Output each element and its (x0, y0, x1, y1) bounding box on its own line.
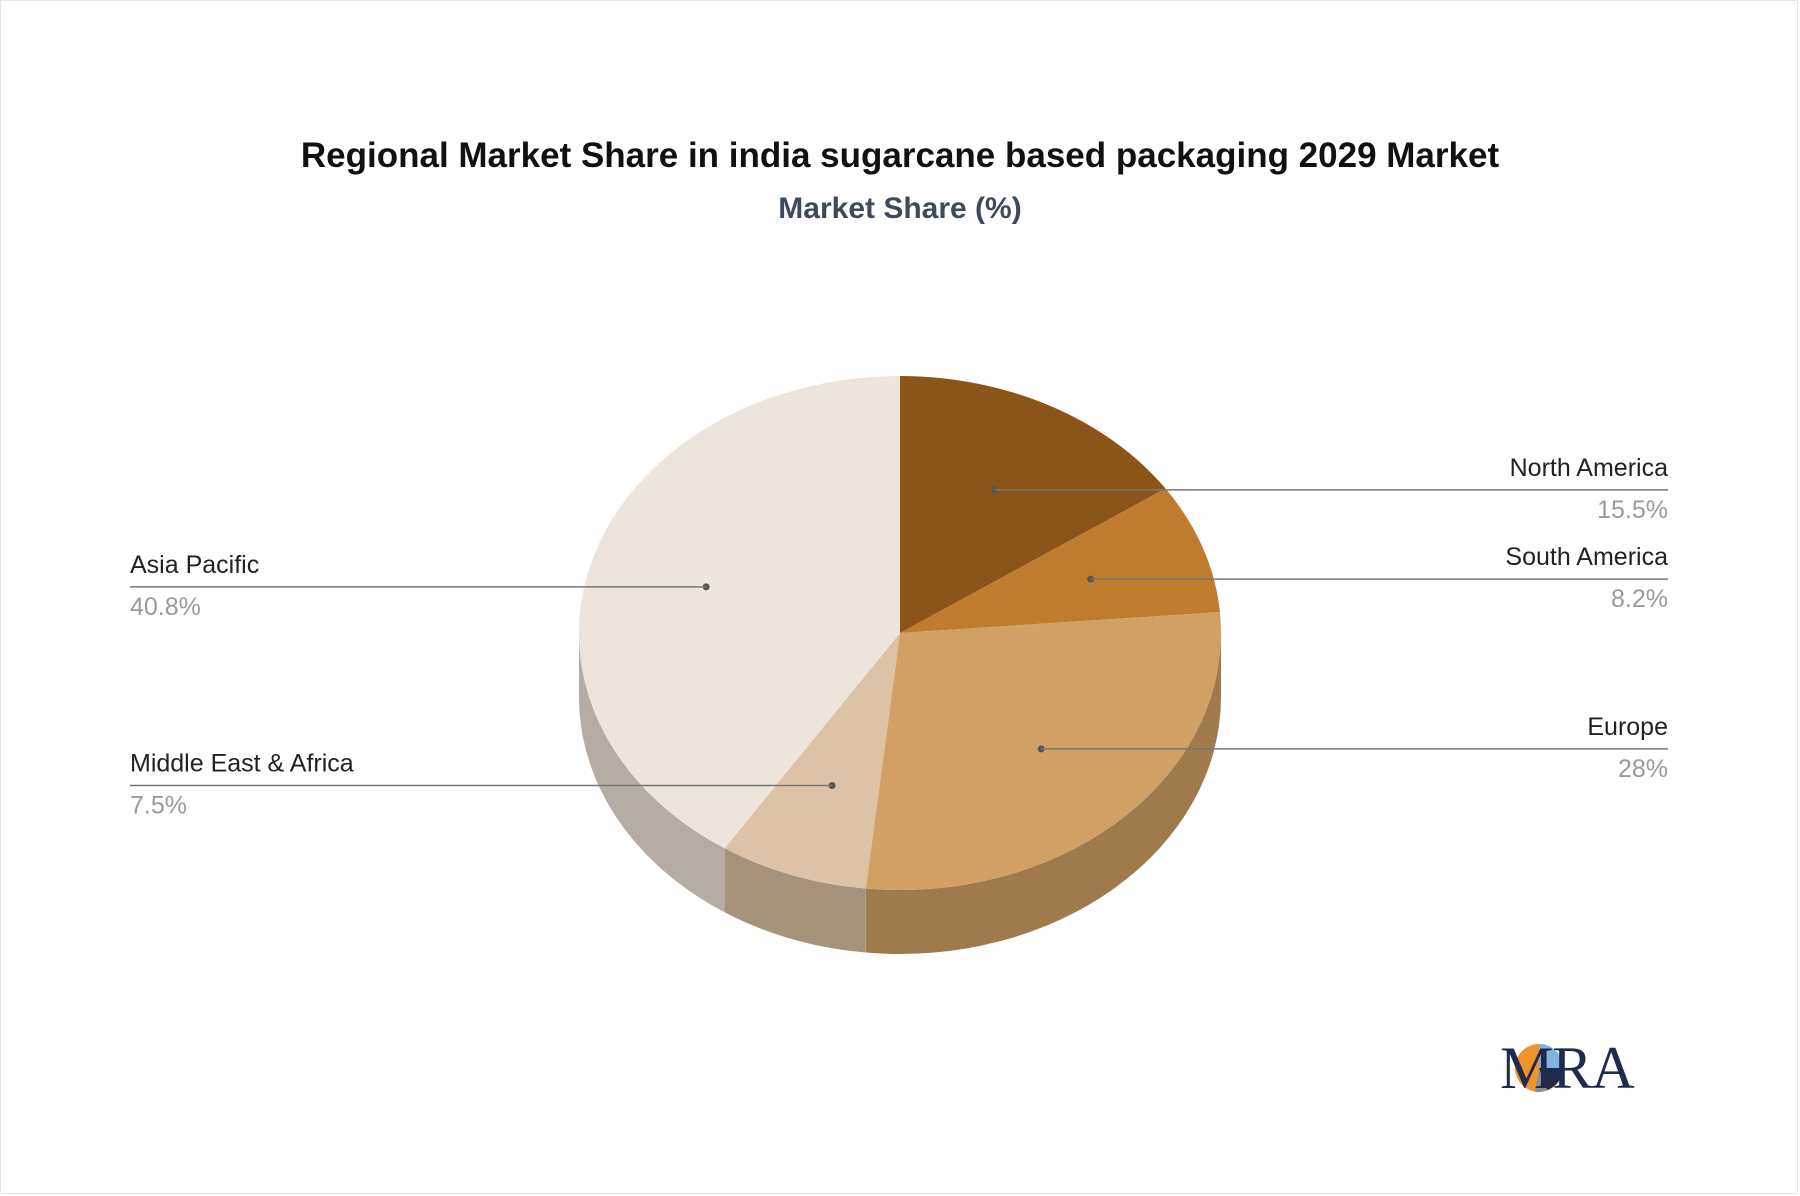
label-name-middle-east-africa: Middle East & Africa (130, 750, 354, 778)
label-name-north-america: North America (1510, 454, 1668, 482)
label-value-middle-east-africa: 7.5% (130, 792, 187, 820)
chart-subtitle: Market Share (%) (778, 192, 1022, 225)
pie-slice-middle-east-africa[interactable] (724, 633, 900, 889)
label-name-south-america: South America (1505, 543, 1668, 571)
pie-slice-north-america[interactable] (900, 376, 1166, 633)
mra-logo-icon (1515, 1044, 1563, 1093)
logo-text: MRA (1500, 1035, 1635, 1101)
pie-slice-asia-pacific[interactable] (579, 376, 900, 849)
label-value-north-america: 15.5% (1597, 496, 1668, 524)
label-name-asia-pacific: Asia Pacific (130, 551, 259, 579)
pie-side-europe (865, 633, 1221, 954)
chart-title: Regional Market Share in india sugarcane… (300, 136, 1500, 175)
pie-side-asia-pacific (579, 633, 725, 913)
pie-slice-south-america[interactable] (900, 488, 1220, 633)
label-name-europe: Europe (1587, 713, 1668, 741)
label-value-asia-pacific: 40.8% (130, 593, 201, 621)
label-value-europe: 28% (1618, 755, 1668, 783)
label-value-south-america: 8.2% (1611, 585, 1668, 613)
pie-side-middle-east-africa (724, 848, 866, 953)
